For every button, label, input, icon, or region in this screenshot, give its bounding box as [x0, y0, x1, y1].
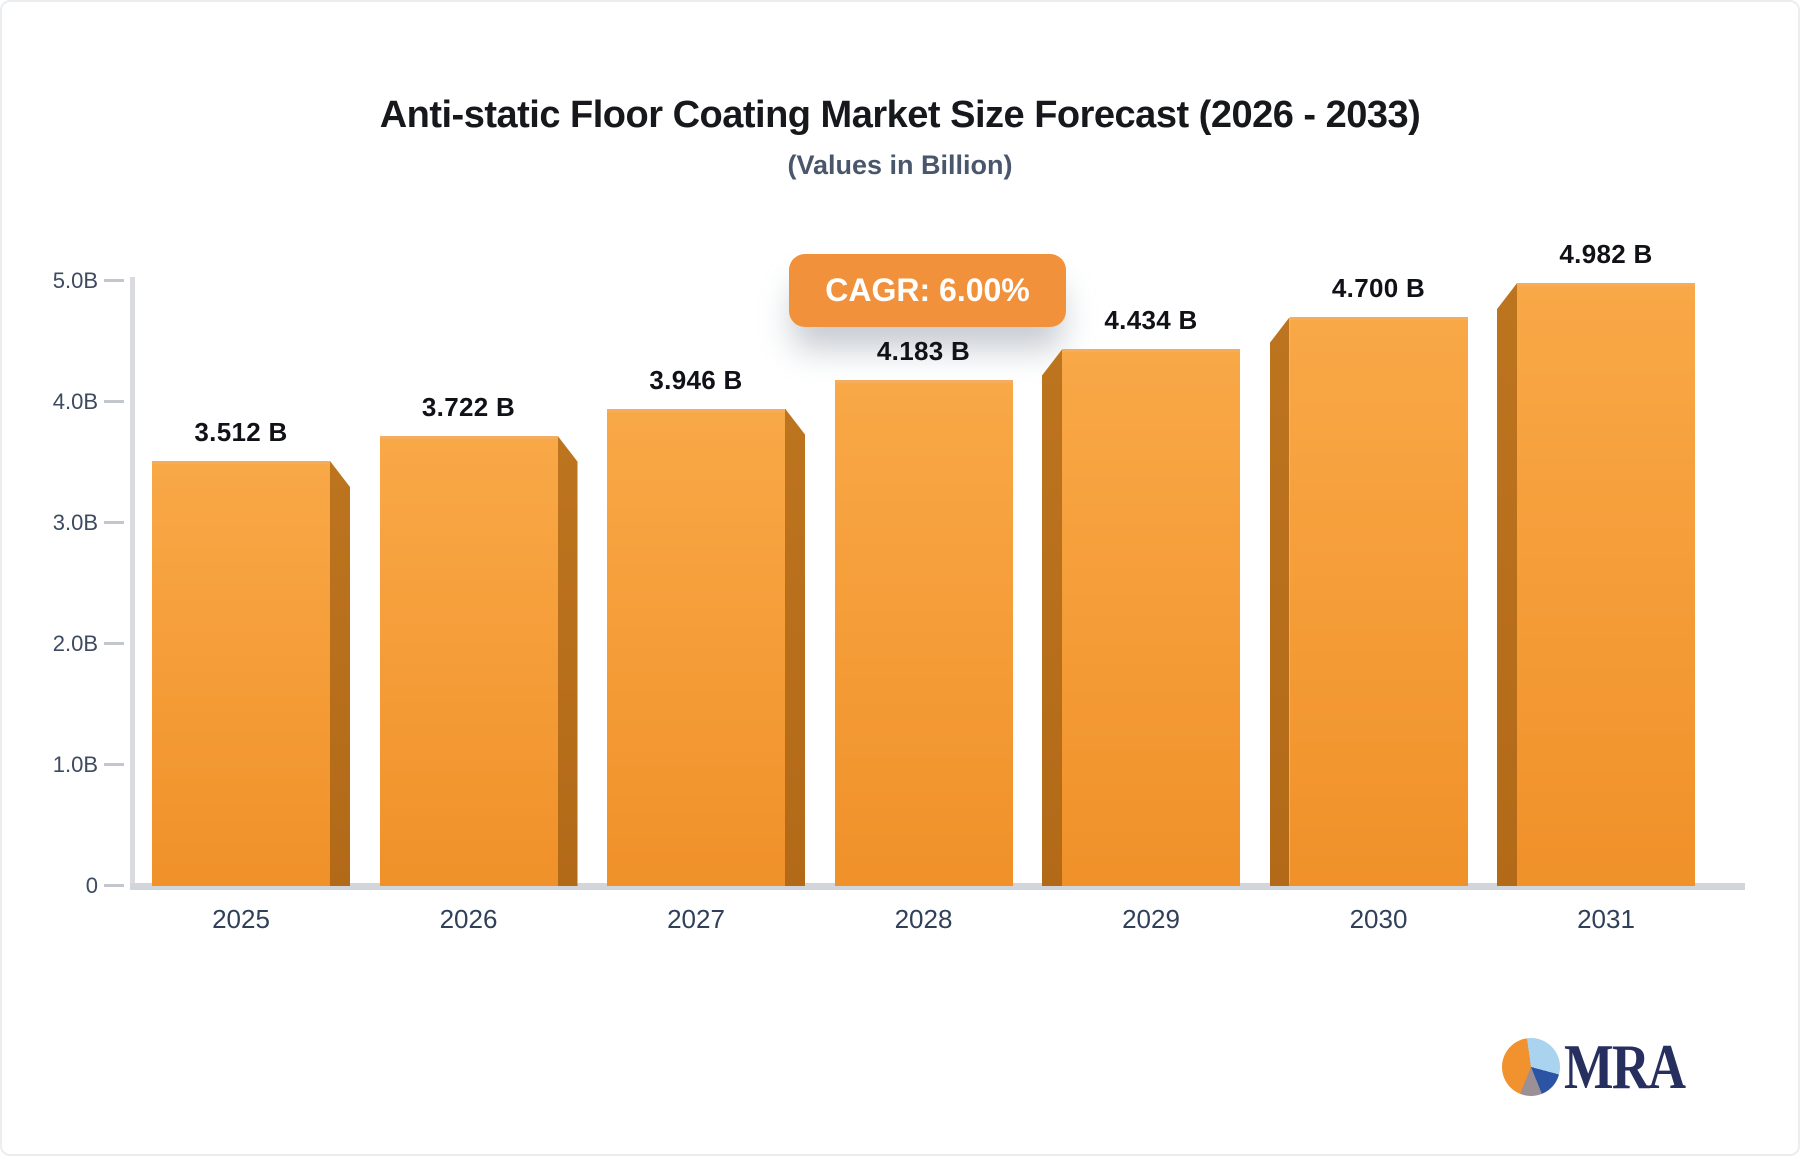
x-tick-label-2031: 2031 [1577, 904, 1635, 934]
bar-2029 [1062, 349, 1240, 886]
logo-text: MRA [1564, 1031, 1686, 1102]
bar-value-label: 4.434 B [1104, 305, 1198, 336]
bar-2031 [1517, 283, 1695, 886]
x-tick-label-2029: 2029 [1122, 904, 1180, 934]
y-tick-dash [104, 884, 124, 887]
y-tick-label: 2.0B [52, 631, 98, 656]
y-tick-dash [104, 279, 124, 282]
x-tick-label-2027: 2027 [667, 904, 725, 934]
x-tick-label-2025: 2025 [212, 904, 270, 934]
y-tick-label: 5.0B [52, 268, 98, 293]
bar-side-2029 [1042, 349, 1062, 886]
chart-subtitle: (Values in Billion) [787, 150, 1013, 180]
bar-value-label: 4.700 B [1331, 273, 1426, 304]
mra-logo: MRA [1502, 1031, 1711, 1102]
bar-2027 [607, 408, 785, 886]
cagr-badge-label: CAGR: 6.00% [825, 272, 1030, 308]
bar-side-2027 [785, 408, 805, 886]
y-tick-dash [104, 400, 124, 403]
bar-value-label: 3.722 B [421, 391, 516, 422]
chart-title: Anti-static Floor Coating Market Size Fo… [379, 94, 1421, 136]
bar-side-2025 [330, 461, 350, 886]
y-tick-label: 1.0B [52, 752, 98, 777]
x-tick-label-2028: 2028 [894, 904, 953, 934]
bar-2026 [379, 435, 558, 886]
cagr-badge: CAGR: 6.00% [789, 254, 1066, 327]
y-tick-label: 3.0B [52, 510, 98, 535]
y-tick-dash [104, 763, 124, 766]
y-tick-dash [104, 642, 124, 645]
x-tick-label-2026: 2026 [439, 904, 498, 934]
bar-side-2030 [1269, 317, 1290, 886]
x-axis-line [130, 883, 1745, 890]
y-tick-label: 0 [85, 873, 98, 898]
pie-chart-icon [1502, 1038, 1560, 1096]
bar-side-2031 [1497, 283, 1517, 886]
bar-2028 [834, 379, 1013, 886]
y-tick-label: 4.0B [52, 389, 98, 414]
x-tick-label-2030: 2030 [1349, 904, 1408, 934]
bar-2025 [152, 461, 330, 886]
bar-2030 [1289, 317, 1468, 886]
bar-value-label: 3.512 B [194, 417, 288, 448]
bar-side-2026 [557, 435, 578, 886]
y-axis-line [130, 277, 135, 890]
y-tick-dash [104, 521, 124, 524]
bar-value-label: 4.183 B [876, 335, 971, 366]
bar-value-label: 4.982 B [1559, 239, 1653, 270]
bar-value-label: 3.946 B [649, 364, 743, 395]
